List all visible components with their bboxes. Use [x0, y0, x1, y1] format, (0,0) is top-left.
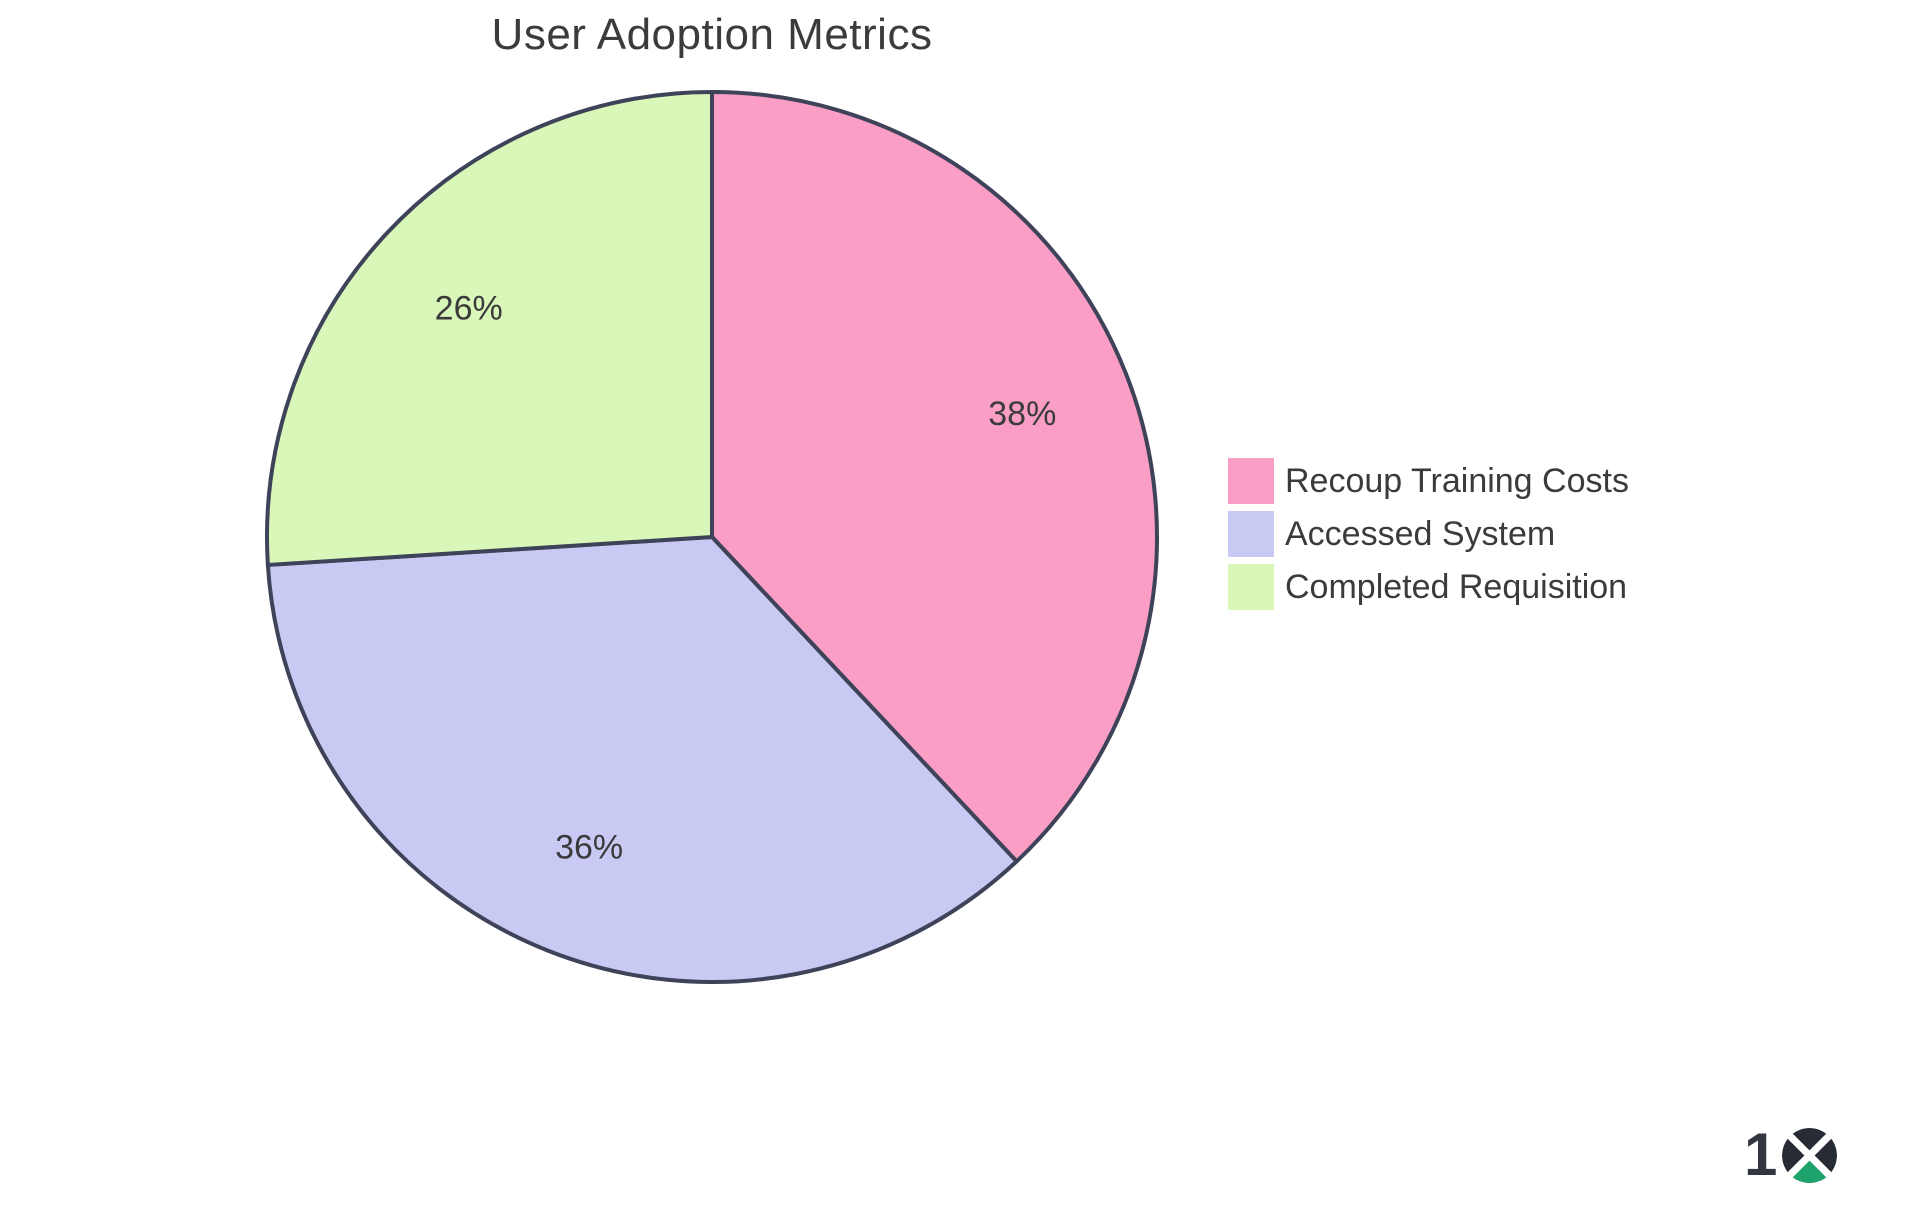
logo-digit: 1	[1744, 1121, 1778, 1188]
legend-swatch	[1228, 511, 1274, 557]
pie-slice-accessed-system	[265, 535, 1019, 984]
pie-slice-percentage-label: 36%	[555, 828, 623, 866]
brand-x-circle-icon	[1782, 1127, 1838, 1183]
pie-slice-recoup-training-costs	[710, 90, 1159, 864]
pie-slice-completed-requisition	[265, 90, 714, 567]
legend-swatch	[1228, 458, 1274, 504]
brand-logo: 1	[1744, 1121, 1838, 1188]
legend-item-recoup-training-costs: Recoup Training Costs	[1228, 458, 1629, 504]
legend-label: Completed Requisition	[1285, 567, 1628, 606]
legend-label: Recoup Training Costs	[1285, 461, 1629, 500]
legend-label: Accessed System	[1285, 514, 1556, 553]
pie-slice-percentage-label: 38%	[988, 395, 1056, 433]
legend-item-accessed-system: Accessed System	[1228, 511, 1629, 557]
pie-slice-percentage-label: 26%	[435, 290, 503, 328]
chart-title: User Adoption Metrics	[491, 10, 933, 59]
legend-swatch	[1228, 564, 1274, 610]
legend: Recoup Training Costs Accessed System Comp…	[1228, 458, 1629, 610]
legend-item-completed-requisition: Completed Requisition	[1228, 564, 1629, 610]
